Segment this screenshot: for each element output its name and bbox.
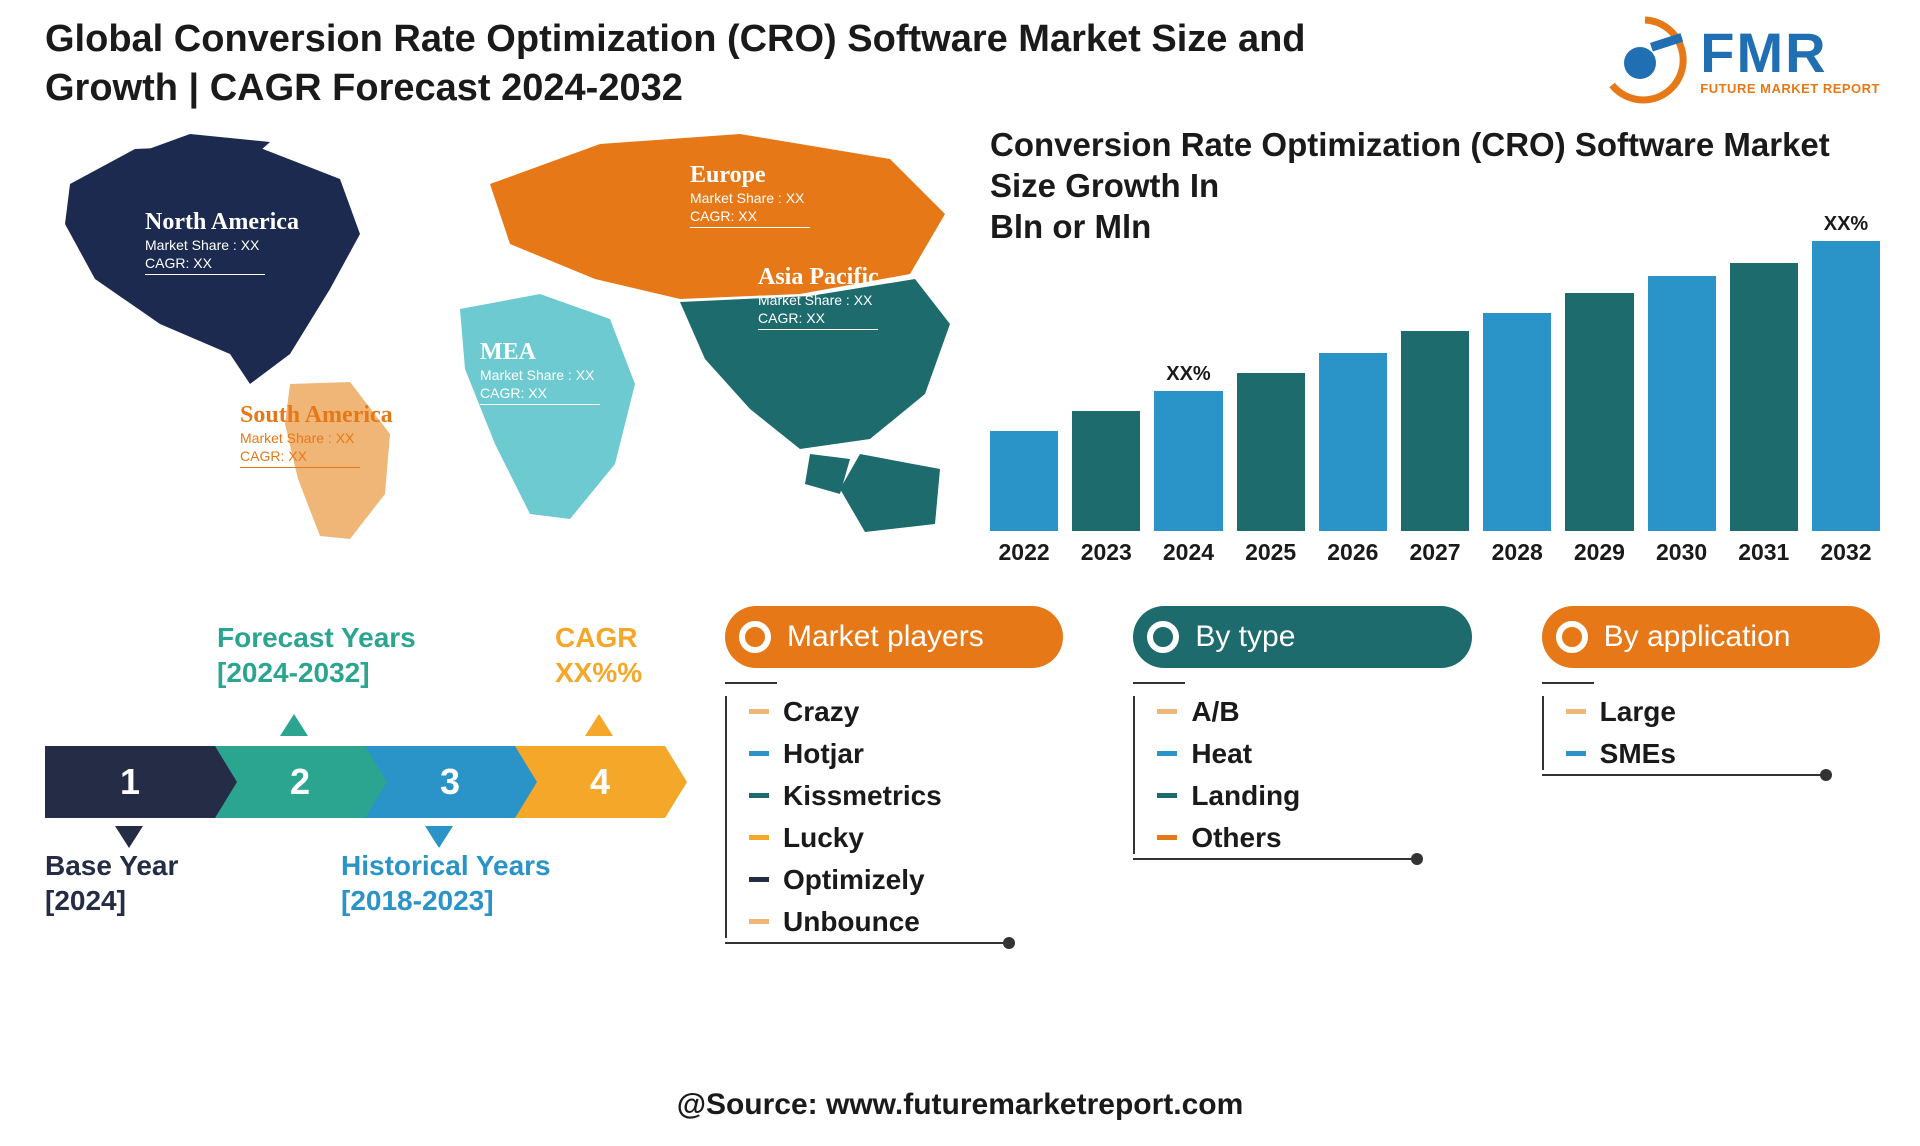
- timeline-seg-2: 2: [215, 746, 365, 818]
- category-item: Kissmetrics: [749, 780, 1063, 812]
- category-col-1: By type A/B Heat Landing Others: [1133, 606, 1471, 948]
- region-label-eu: Europe Market Share : XXCAGR: XX: [690, 162, 810, 228]
- timeline-label-base: Base Year[2024]: [45, 848, 178, 918]
- region-label-ap: Asia Pacific Market Share : XXCAGR: XX: [758, 264, 879, 330]
- bar-chart-section: Conversion Rate Optimization (CRO) Softw…: [990, 124, 1880, 566]
- bottom-row: 1234 Forecast Years[2024-2032] CAGRXX%% Ba…: [0, 566, 1920, 948]
- map-svg: [40, 124, 960, 544]
- bar-chart: 2022 2023XX% 2024 2025 2026 2027 2028 20…: [990, 256, 1880, 566]
- category-item: Optimizely: [749, 864, 1063, 896]
- bar-2030: 2030: [1648, 276, 1716, 566]
- main-row: North America Market Share : XXCAGR: XX …: [0, 124, 1920, 566]
- bar-2028: 2028: [1483, 313, 1551, 566]
- region-label-sa: South America Market Share : XXCAGR: XX: [240, 402, 393, 468]
- timeline-seg-3: 3: [365, 746, 515, 818]
- category-item: Lucky: [749, 822, 1063, 854]
- region-label-mea: MEA Market Share : XXCAGR: XX: [480, 339, 600, 405]
- timeline-label-forecast: Forecast Years[2024-2032]: [217, 620, 416, 690]
- category-pill: By application: [1542, 606, 1880, 668]
- category-item: Landing: [1157, 780, 1471, 812]
- timeline-arrow-base: [115, 826, 143, 848]
- category-item: SMEs: [1566, 738, 1880, 770]
- timeline-label-cagr: CAGRXX%%: [555, 620, 642, 690]
- category-list: Large SMEs: [1542, 696, 1880, 770]
- bar-2032: XX% 2032: [1812, 241, 1880, 566]
- timeline-arrow-historical: [425, 826, 453, 848]
- category-item: Large: [1566, 696, 1880, 728]
- bar-2031: 2031: [1730, 263, 1798, 566]
- region-label-na: North America Market Share : XXCAGR: XX: [145, 209, 299, 275]
- category-item: A/B: [1157, 696, 1471, 728]
- timeline-arrow-forecast: [280, 714, 308, 736]
- category-pill: Market players: [725, 606, 1063, 668]
- category-item: Others: [1157, 822, 1471, 854]
- world-map: North America Market Share : XXCAGR: XX …: [40, 124, 960, 544]
- logo: FMR FUTURE MARKET REPORT: [1600, 15, 1880, 105]
- bar-2022: 2022: [990, 431, 1058, 566]
- category-item: Unbounce: [749, 906, 1063, 938]
- bar-2024: XX% 2024: [1154, 391, 1222, 566]
- categories-section: Market players Crazy Hotjar Kissmetrics Luck…: [725, 606, 1880, 948]
- category-item: Crazy: [749, 696, 1063, 728]
- chart-title: Conversion Rate Optimization (CRO) Softw…: [990, 124, 1880, 248]
- bar-2025: 2025: [1237, 373, 1305, 566]
- timeline-seg-4: 4: [515, 746, 665, 818]
- bar-2023: 2023: [1072, 411, 1140, 566]
- header: Global Conversion Rate Optimization (CRO…: [0, 0, 1920, 124]
- category-list: A/B Heat Landing Others: [1133, 696, 1471, 854]
- source-text: @Source: www.futuremarketreport.com: [677, 1088, 1244, 1122]
- category-pill: By type: [1133, 606, 1471, 668]
- timeline-label-historical: Historical Years[2018-2023]: [341, 848, 551, 918]
- category-col-2: By application Large SMEs: [1542, 606, 1880, 948]
- category-col-0: Market players Crazy Hotjar Kissmetrics Luck…: [725, 606, 1063, 948]
- timeline-section: 1234 Forecast Years[2024-2032]CAGRXX%%Ba…: [45, 606, 665, 906]
- logo-subtitle: FUTURE MARKET REPORT: [1700, 81, 1880, 96]
- category-item: Heat: [1157, 738, 1471, 770]
- bar-2027: 2027: [1401, 331, 1469, 566]
- category-item: Hotjar: [749, 738, 1063, 770]
- bar-2026: 2026: [1319, 353, 1387, 566]
- bar-2029: 2029: [1565, 293, 1633, 566]
- logo-icon: [1600, 15, 1690, 105]
- page-title: Global Conversion Rate Optimization (CRO…: [45, 15, 1445, 114]
- logo-text: FMR: [1700, 25, 1880, 81]
- timeline-arrow-cagr: [585, 714, 613, 736]
- timeline-bar: 1234: [45, 746, 665, 818]
- timeline-seg-1: 1: [45, 746, 215, 818]
- category-list: Crazy Hotjar Kissmetrics Lucky Optimizely Unb…: [725, 696, 1063, 938]
